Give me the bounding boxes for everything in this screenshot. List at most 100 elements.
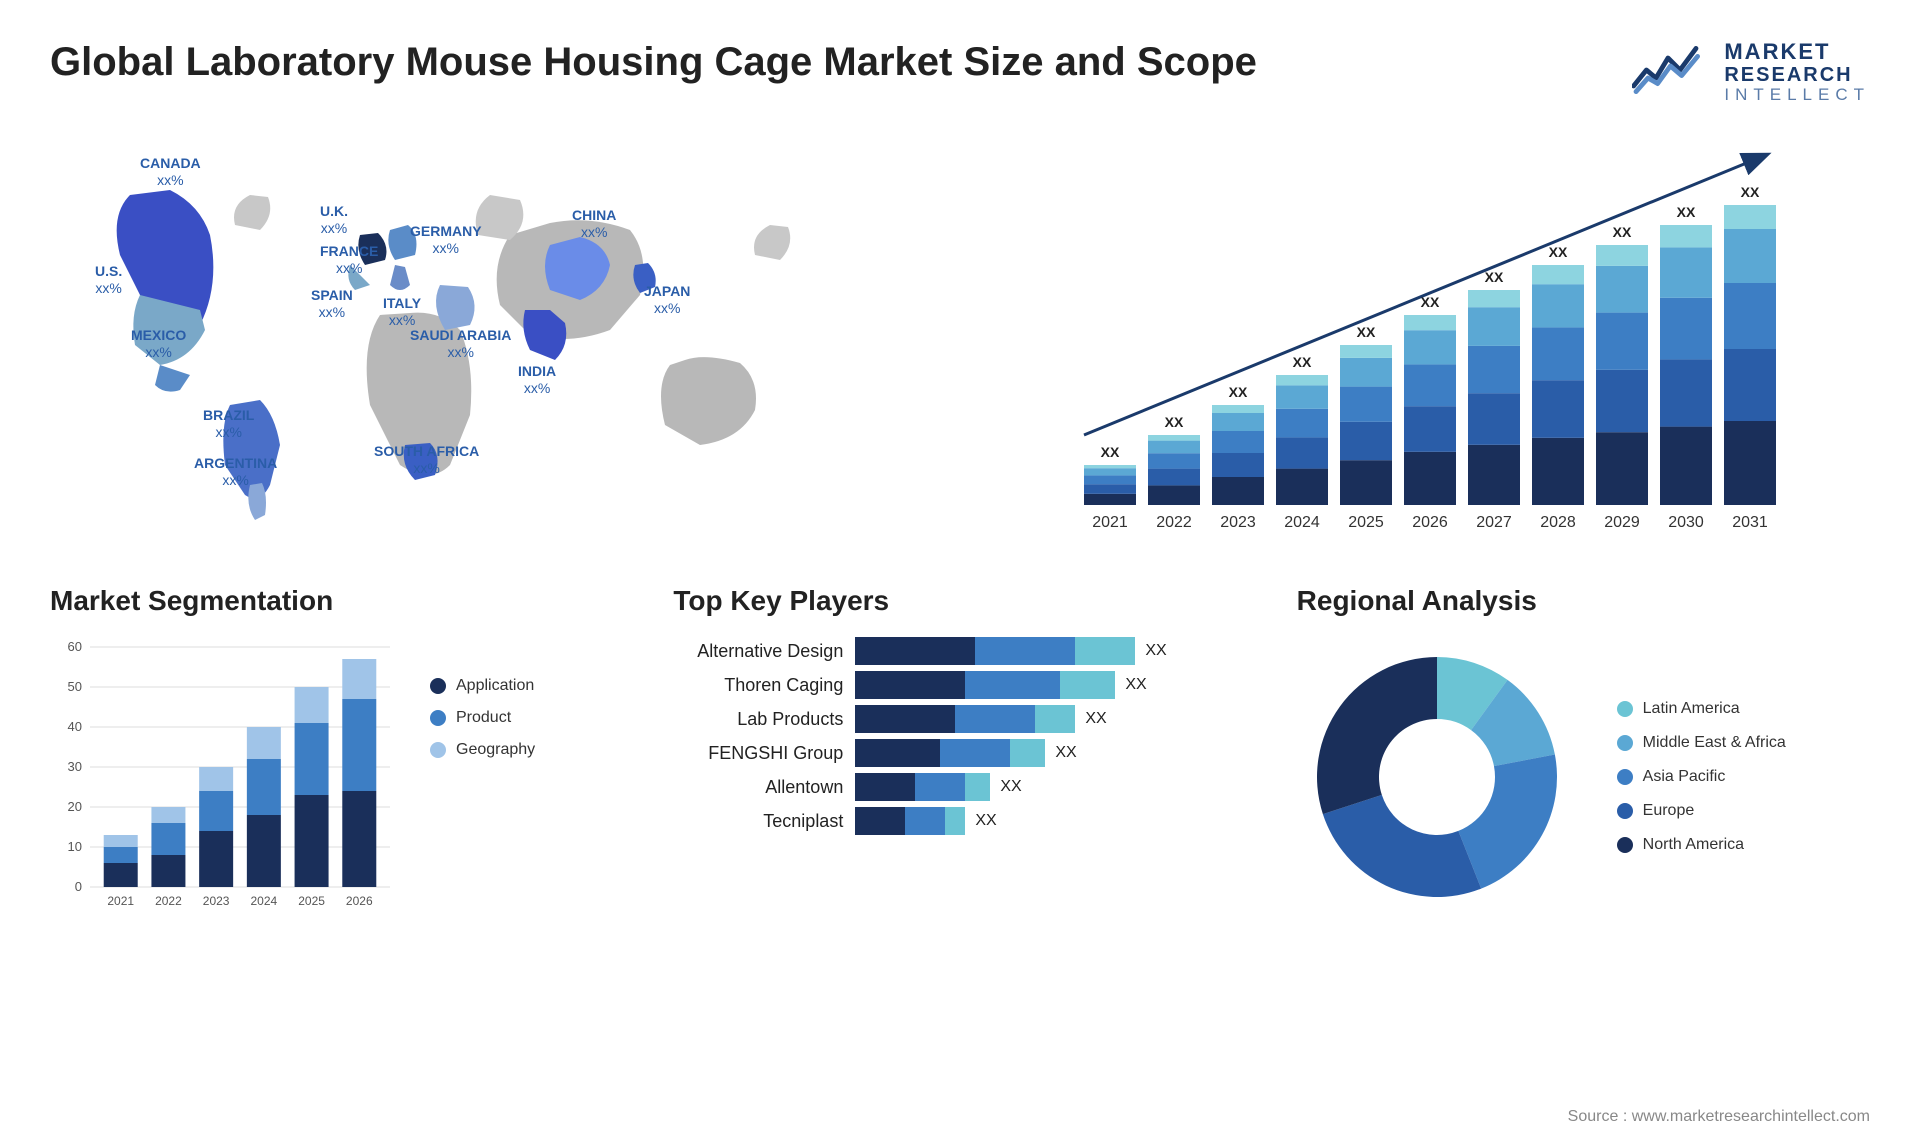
growth-bar-segment: [1468, 290, 1520, 307]
growth-bar-segment: [1340, 460, 1392, 505]
keyplayer-row: Thoren CagingXX: [673, 671, 1246, 699]
growth-bar-segment: [1148, 435, 1200, 441]
keyplayer-bar-segment: [855, 773, 915, 801]
logo-text-2: RESEARCH: [1724, 64, 1870, 86]
seg-bar-segment: [247, 815, 281, 887]
map-label: FRANCExx%: [320, 243, 378, 277]
seg-bar-segment: [295, 687, 329, 723]
growth-bar-segment: [1532, 327, 1584, 380]
seg-legend-item: Geography: [430, 741, 535, 759]
growth-bar-label: XX: [1421, 294, 1440, 310]
keyplayer-name: Allentown: [673, 777, 843, 798]
growth-bar-segment: [1212, 453, 1264, 477]
seg-y-tick: 60: [68, 639, 82, 654]
growth-bar-segment: [1596, 313, 1648, 370]
growth-bar-segment: [1340, 345, 1392, 358]
keyplayer-name: Alternative Design: [673, 641, 843, 662]
logo: MARKET RESEARCH INTELLECT: [1632, 40, 1870, 105]
map-label: JAPANxx%: [644, 283, 690, 317]
growth-bar-segment: [1212, 405, 1264, 413]
keyplayer-bar-segment: [1060, 671, 1115, 699]
growth-bar-segment: [1724, 205, 1776, 229]
growth-bar-segment: [1596, 266, 1648, 313]
keyplayer-name: Tecniplast: [673, 811, 843, 832]
keyplayer-value: XX: [1000, 778, 1021, 796]
seg-year-label: 2025: [298, 894, 325, 908]
seg-y-tick: 20: [68, 799, 82, 814]
region-legend-label: Middle East & Africa: [1643, 734, 1786, 752]
growth-bar-segment: [1596, 245, 1648, 266]
keyplayer-bar-segment: [965, 773, 990, 801]
keyplayer-row: Alternative DesignXX: [673, 637, 1246, 665]
keyplayer-bar-segment: [905, 807, 945, 835]
keyplayer-bar-segment: [955, 705, 1035, 733]
growth-bar-segment: [1212, 431, 1264, 453]
growth-year-label: 2022: [1156, 514, 1192, 531]
growth-bar-label: XX: [1165, 414, 1184, 430]
keyplayer-value: XX: [1055, 744, 1076, 762]
growth-bar-segment: [1596, 370, 1648, 432]
map-label: ARGENTINAxx%: [194, 455, 277, 489]
growth-bar-segment: [1724, 283, 1776, 349]
region-legend-item: North America: [1617, 836, 1786, 854]
growth-year-label: 2028: [1540, 514, 1576, 531]
growth-bar-segment: [1468, 346, 1520, 393]
seg-y-tick: 30: [68, 759, 82, 774]
growth-bar-segment: [1148, 453, 1200, 468]
growth-bar-segment: [1340, 422, 1392, 460]
segmentation-title: Market Segmentation: [50, 585, 623, 617]
seg-legend-label: Product: [456, 709, 511, 727]
growth-bar-label: XX: [1613, 224, 1632, 240]
seg-bar-segment: [247, 759, 281, 815]
keyplayer-name: Thoren Caging: [673, 675, 843, 696]
seg-bar-segment: [151, 823, 185, 855]
region-legend-label: Asia Pacific: [1643, 768, 1726, 786]
growth-bar-label: XX: [1677, 204, 1696, 220]
seg-bar-segment: [199, 831, 233, 887]
growth-bar-segment: [1084, 484, 1136, 494]
growth-bar-segment: [1276, 375, 1328, 385]
region-legend-item: Europe: [1617, 802, 1786, 820]
keyplayer-bar-segment: [855, 807, 905, 835]
seg-year-label: 2023: [203, 894, 230, 908]
regional-donut: [1297, 637, 1577, 917]
seg-bar-segment: [199, 791, 233, 831]
seg-bar-segment: [104, 863, 138, 887]
map-label: SPAINxx%: [311, 287, 353, 321]
seg-year-label: 2022: [155, 894, 182, 908]
seg-bar-segment: [151, 855, 185, 887]
seg-legend-label: Geography: [456, 741, 535, 759]
keyplayer-row: TecniplastXX: [673, 807, 1246, 835]
seg-bar-segment: [342, 659, 376, 699]
region-legend-item: Latin America: [1617, 700, 1786, 718]
keyplayer-row: Allentown XX: [673, 773, 1246, 801]
growth-bar-segment: [1724, 349, 1776, 421]
growth-bar-segment: [1660, 427, 1712, 505]
keyplayer-bar-segment: [1035, 705, 1075, 733]
keyplayer-bar-segment: [915, 773, 965, 801]
region-legend-label: North America: [1643, 836, 1744, 854]
map-label: SOUTH AFRICAxx%: [374, 443, 479, 477]
seg-y-tick: 50: [68, 679, 82, 694]
seg-y-tick: 40: [68, 719, 82, 734]
growth-bar-segment: [1276, 437, 1328, 468]
logo-text-3: INTELLECT: [1724, 86, 1870, 105]
segmentation-legend: ApplicationProductGeography: [430, 637, 535, 917]
seg-bar-segment: [342, 791, 376, 887]
growth-bar-segment: [1276, 469, 1328, 505]
growth-bar-segment: [1468, 393, 1520, 445]
seg-year-label: 2026: [346, 894, 373, 908]
region-legend-label: Europe: [1643, 802, 1695, 820]
keyplayer-row: Lab ProductsXX: [673, 705, 1246, 733]
growth-bar-label: XX: [1549, 244, 1568, 260]
seg-bar-segment: [342, 699, 376, 791]
map-label: U.K.xx%: [320, 203, 348, 237]
seg-bar-segment: [104, 847, 138, 863]
map-label: INDIAxx%: [518, 363, 556, 397]
regional-title: Regional Analysis: [1297, 585, 1870, 617]
growth-year-label: 2030: [1668, 514, 1704, 531]
growth-bar-segment: [1724, 421, 1776, 505]
growth-year-label: 2025: [1348, 514, 1384, 531]
keyplayer-bar-segment: [1075, 637, 1135, 665]
regional-panel: Regional Analysis Latin America Middle Ea…: [1297, 585, 1870, 917]
